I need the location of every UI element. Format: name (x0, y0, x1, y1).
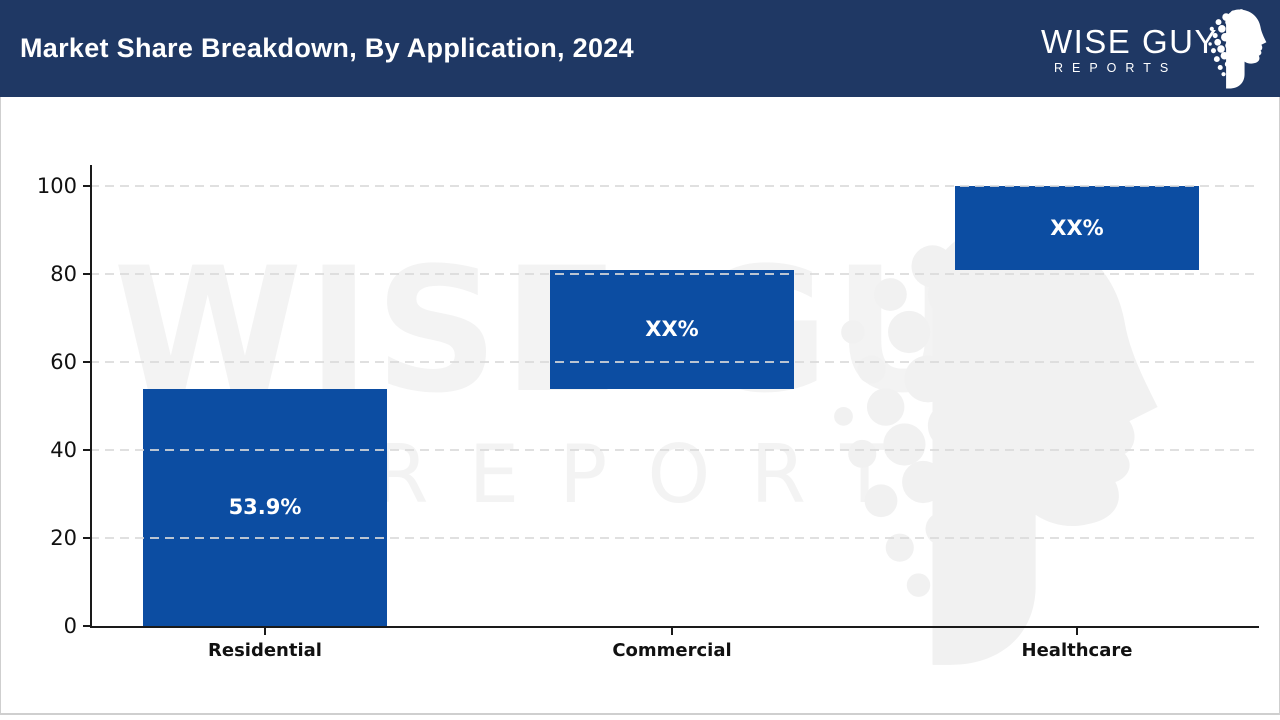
chart-title: Market Share Breakdown, By Application, … (20, 33, 634, 63)
y-tick-label-80: 80 (50, 262, 77, 286)
y-tick-20 (83, 537, 90, 539)
gridline-80 (90, 273, 1259, 275)
y-axis-line (90, 165, 92, 628)
logo-head-icon (1202, 7, 1272, 91)
bar-value-label-healthcare: XX% (1050, 216, 1104, 241)
x-category-label-healthcare: Healthcare (1021, 640, 1133, 661)
y-tick-0 (83, 625, 90, 627)
gridline-60 (90, 361, 1259, 363)
watermark-head-icon (806, 207, 1181, 682)
chart-panel: WISE GUY REPORTS 02040608010053.9%Reside… (0, 97, 1280, 715)
x-category-label-commercial: Commercial (612, 640, 732, 661)
wiseguy-logo: WISE GUY REPORTS (1041, 6, 1272, 94)
plot-area: 0 20 40 60 80 100 53.9% Residential XX% Commercia… (1, 97, 1279, 713)
y-tick-label-0: 0 (63, 614, 77, 638)
y-tick-label-40: 40 (50, 438, 77, 462)
y-tick-label-60: 60 (50, 350, 77, 374)
bar-value-label-residential: 53.9% (228, 495, 302, 520)
x-tick-healthcare (1076, 628, 1078, 635)
x-tick-commercial (671, 628, 673, 635)
gridline-40 (90, 449, 1259, 451)
y-tick-label-20: 20 (50, 526, 77, 550)
y-tick-60 (83, 361, 90, 363)
x-axis-line (90, 626, 1259, 628)
y-tick-100 (83, 185, 90, 187)
y-tick-80 (83, 273, 90, 275)
y-tick-label-100: 100 (36, 174, 77, 198)
bar-residential: 53.9% (143, 388, 387, 626)
bar-value-label-commercial: XX% (645, 317, 699, 342)
header-bar: Market Share Breakdown, By Application, … (0, 0, 1280, 97)
bar-commercial: XX% (550, 270, 794, 389)
x-tick-residential (264, 628, 266, 635)
logo-subtext: REPORTS (1053, 61, 1178, 76)
bar-healthcare: XX% (955, 186, 1199, 271)
x-category-label-residential: Residential (208, 640, 322, 661)
logo-wordmark: WISE GUY (1040, 23, 1218, 61)
gridline-20 (90, 537, 1259, 539)
y-tick-40 (83, 449, 90, 451)
gridline-100 (90, 185, 1259, 187)
